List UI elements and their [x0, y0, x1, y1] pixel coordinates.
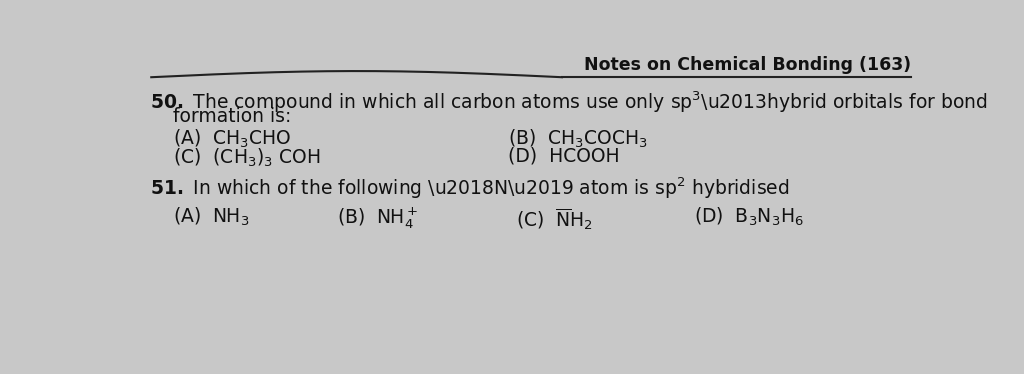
Text: (A)  CH$_3$CHO: (A) CH$_3$CHO — [173, 127, 292, 150]
Text: (A)  NH$_3$: (A) NH$_3$ — [173, 206, 249, 228]
Text: (C)  $\overline{\mathrm{N}}$H$_2$: (C) $\overline{\mathrm{N}}$H$_2$ — [515, 206, 593, 232]
Text: $\mathbf{50.}$ The compound in which all carbon atoms use only sp$^3$\u2013hybri: $\mathbf{50.}$ The compound in which all… — [150, 89, 987, 115]
Text: formation is:: formation is: — [173, 107, 291, 126]
Text: (B)  CH$_3$COCH$_3$: (B) CH$_3$COCH$_3$ — [508, 127, 648, 150]
Text: $\mathbf{51.}$ In which of the following \u2018N\u2019 atom is sp$^2$ hybridised: $\mathbf{51.}$ In which of the following… — [150, 175, 790, 200]
Text: Notes on Chemical Bonding (163): Notes on Chemical Bonding (163) — [584, 56, 910, 74]
Text: (B)  NH$_4^+$: (B) NH$_4^+$ — [337, 206, 419, 232]
Text: (C)  (CH$_3$)$_3$ COH: (C) (CH$_3$)$_3$ COH — [173, 147, 321, 169]
Text: (D)  HCOOH: (D) HCOOH — [508, 147, 620, 166]
Text: (D)  B$_3$N$_3$H$_6$: (D) B$_3$N$_3$H$_6$ — [693, 206, 804, 228]
